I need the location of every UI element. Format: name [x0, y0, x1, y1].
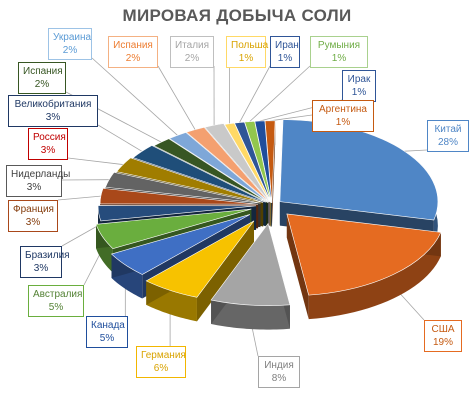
data-label-name: Бразилия [25, 250, 70, 261]
chart-title: МИРОВАЯ ДОБЫЧА СОЛИ [122, 6, 352, 25]
data-label-value: 8% [271, 373, 287, 384]
data-label-value: 1% [238, 53, 254, 64]
data-label-12: Украина 2% [48, 28, 92, 60]
data-label-18: Ирак 1% [342, 70, 376, 102]
data-label-0: Китай 28% [427, 120, 469, 152]
pie-slice-3 [145, 220, 255, 298]
pie-slice-11 [153, 138, 269, 203]
data-label-name: Италия [175, 40, 210, 51]
data-label-name: Украина [53, 32, 92, 43]
leader-line-17 [249, 65, 311, 122]
pie-slice-1 [286, 213, 442, 296]
data-label-name: Китай [434, 124, 462, 135]
data-label-1: США 19% [424, 320, 462, 352]
data-label-value: 3% [45, 112, 61, 123]
data-label-value: 1% [331, 53, 347, 64]
data-label-name: Румыния [317, 40, 361, 51]
data-label-name: Испания [23, 66, 63, 77]
data-label-17: Румыния 1% [310, 36, 368, 68]
pie-slice-8 [105, 171, 261, 204]
data-label-name: Великобритания [14, 99, 92, 110]
pie-slice-9 [116, 157, 264, 203]
data-label-value: 2% [34, 79, 50, 90]
data-label-value: 3% [40, 145, 56, 156]
pie-slice-6 [97, 205, 257, 222]
leader-line-7 [57, 195, 101, 201]
data-label-name: Ирак [347, 74, 371, 85]
pie-slice-4 [110, 214, 251, 275]
pie-slice-10 [132, 145, 266, 203]
pie-slice-12 [168, 132, 269, 203]
data-label-19: Аргентина 1% [312, 100, 374, 132]
data-label-name: Канада [91, 320, 125, 331]
data-label-5: Австралия 5% [28, 285, 84, 317]
data-label-15: Польша 1% [226, 36, 269, 68]
data-label-value: 28% [437, 137, 458, 148]
pie-slice-2 [210, 222, 291, 306]
data-label-name: Нидерланды [11, 169, 71, 180]
data-label-value: 3% [26, 182, 42, 193]
data-label-7: Франция 3% [8, 200, 58, 232]
data-label-name: Германия [141, 350, 186, 361]
data-label-name: Аргентина [319, 104, 367, 115]
data-label-value: 2% [184, 53, 200, 64]
leader-line-9 [67, 157, 124, 165]
data-label-value: 3% [33, 263, 49, 274]
leader-line-6 [61, 224, 99, 247]
pie-slice-13 [185, 127, 270, 203]
data-label-13: Испания 2% [108, 36, 158, 68]
data-label-11: Испания 2% [18, 62, 66, 94]
leader-line-12 [91, 57, 178, 136]
data-label-name: Россия [33, 132, 66, 143]
data-label-value: 2% [62, 45, 78, 56]
data-label-4: Канада 5% [86, 316, 128, 348]
data-label-6: Бразилия 3% [20, 246, 70, 278]
data-label-value: 6% [153, 363, 169, 374]
data-label-name: Индия [264, 360, 294, 371]
leader-line-19 [270, 114, 313, 122]
data-label-name: Австралия [33, 289, 83, 300]
data-label-9: Россия 3% [28, 128, 68, 160]
data-label-8: Нидерланды 3% [6, 165, 70, 197]
slice-wall-2 [211, 300, 290, 330]
data-label-name: Франция [13, 204, 54, 215]
data-label-value: 5% [48, 302, 64, 313]
pie-slice-14 [204, 123, 271, 203]
data-label-value: 1% [277, 53, 293, 64]
data-label-value: 19% [432, 337, 453, 348]
pie-slice-7 [99, 188, 259, 205]
data-label-16: Иран 1% [270, 36, 300, 68]
slice-face-1-1 [286, 213, 309, 320]
pie-slice-5 [95, 208, 252, 249]
data-label-14: Италия 2% [170, 36, 214, 68]
pie-slice-15 [224, 122, 272, 204]
data-label-name: Испания [113, 40, 153, 51]
leader-line-10 [97, 124, 143, 152]
data-label-name: США [431, 324, 455, 335]
data-label-value: 5% [99, 333, 115, 344]
data-label-value: 1% [335, 117, 351, 128]
data-label-name: Польша [231, 40, 269, 51]
data-label-value: 3% [25, 217, 41, 228]
data-label-value: 2% [125, 53, 141, 64]
leader-line-13 [157, 65, 196, 130]
pie-slices [95, 119, 442, 330]
data-label-3: Германия 6% [136, 346, 186, 378]
leader-line-0 [404, 149, 428, 152]
leader-line-16 [239, 65, 271, 123]
data-label-value: 1% [351, 87, 367, 98]
data-label-2: Индия 8% [258, 356, 300, 388]
data-label-10: Великобритания 3% [8, 95, 98, 127]
slice-wall-1 [308, 232, 441, 320]
data-label-name: Иран [275, 40, 299, 51]
